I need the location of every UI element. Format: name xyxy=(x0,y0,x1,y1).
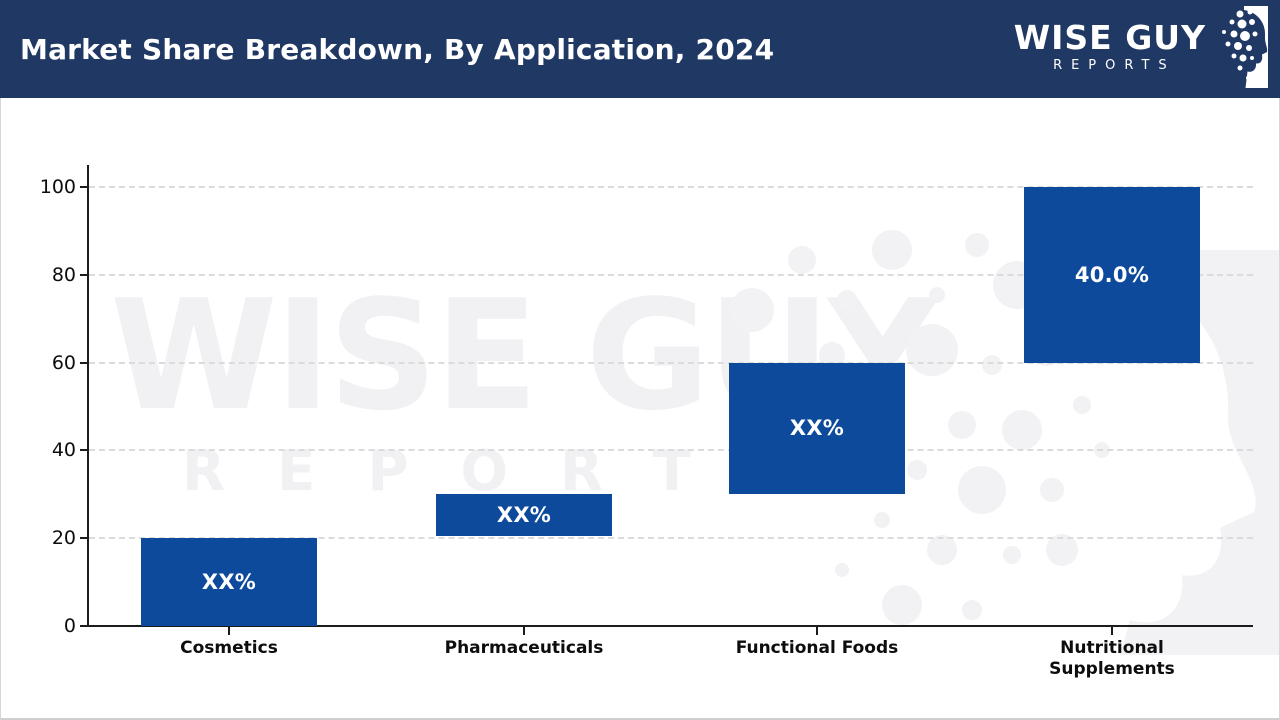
bar-value-label: XX% xyxy=(496,503,552,528)
x-tickmark-1 xyxy=(228,627,230,635)
y-tick-label-40: 40 xyxy=(51,439,76,462)
y-tick-label-100: 100 xyxy=(39,176,76,198)
gridline-100 xyxy=(89,186,1253,188)
y-axis-line xyxy=(87,165,89,627)
x-tickmark-4 xyxy=(1111,627,1113,635)
x-category-label: Pharmaceuticals xyxy=(444,638,604,658)
gridline-20 xyxy=(89,537,1253,540)
bar-value-label: XX% xyxy=(789,416,845,441)
x-axis-line xyxy=(87,625,1253,627)
header-band: Market Share Breakdown, By Application, … xyxy=(0,0,1280,98)
y-tick-label-80: 80 xyxy=(51,263,76,286)
bar-value-label: XX% xyxy=(201,570,257,595)
logo-text: WISE GUY REPORTS xyxy=(1014,21,1206,73)
y-tickmark-80 xyxy=(80,273,88,276)
chart-title: Market Share Breakdown, By Application, … xyxy=(20,32,775,66)
y-tickmark-40 xyxy=(80,449,88,452)
bar-value-label: 40.0% xyxy=(1074,262,1150,287)
dotted-head-icon xyxy=(1222,6,1268,88)
y-tick-label-60: 60 xyxy=(51,351,76,374)
gridline-80 xyxy=(89,273,1253,276)
y-tickmark-0 xyxy=(80,625,88,627)
x-category-label: Nutritional Supplements xyxy=(1049,638,1175,679)
bar-cosmetics: XX% xyxy=(141,538,317,626)
y-tickmark-100 xyxy=(80,186,88,188)
x-tickmark-2 xyxy=(523,627,525,635)
y-tick-label-0: 0 xyxy=(63,615,76,637)
bar-functional-foods: XX% xyxy=(729,362,905,495)
x-category-label: Cosmetics xyxy=(180,638,278,658)
gridline-40 xyxy=(89,449,1253,452)
bar-pharmaceuticals: XX% xyxy=(436,494,612,536)
y-tickmark-60 xyxy=(80,361,88,364)
x-tickmark-3 xyxy=(816,627,818,635)
gridline-60 xyxy=(89,361,1253,364)
y-tick-label-20: 20 xyxy=(51,527,76,550)
y-tickmark-20 xyxy=(80,537,88,540)
x-category-label: Functional Foods xyxy=(735,638,899,658)
wise-guy-logo: WISE GUY REPORTS xyxy=(1014,6,1268,88)
bar-nutritional-supplements: 40.0% xyxy=(1024,187,1200,363)
logo-name-top: WISE GUY xyxy=(1013,18,1206,58)
logo-name-bottom: REPORTS xyxy=(1053,57,1176,73)
